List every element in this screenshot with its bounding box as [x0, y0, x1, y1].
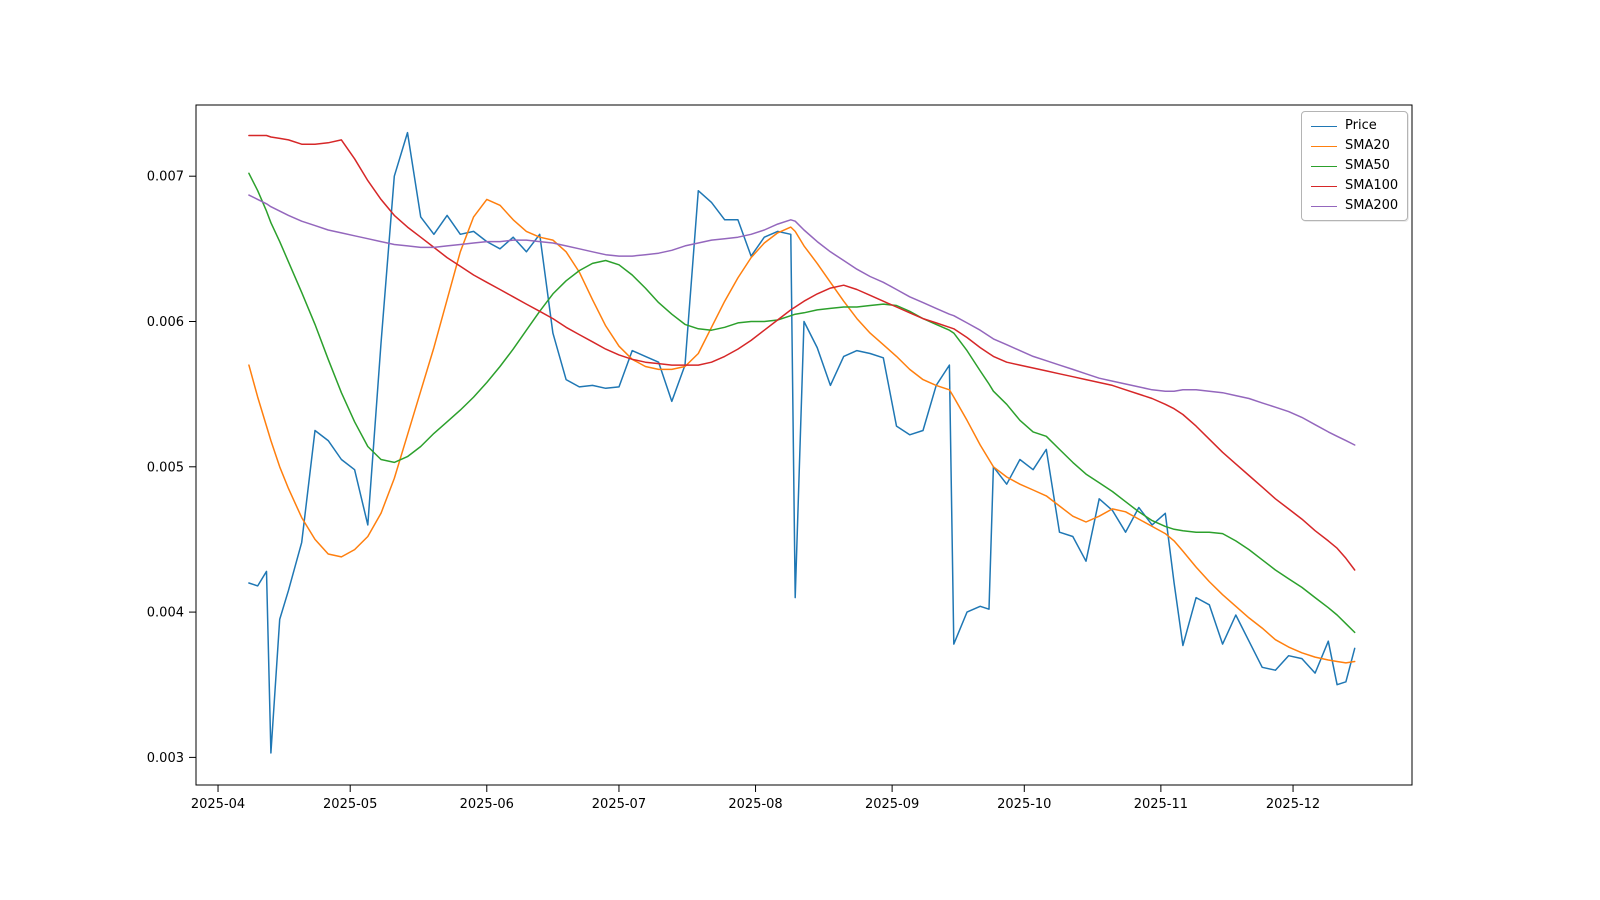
- legend-label-price: Price: [1345, 118, 1377, 133]
- legend-label-sma200: SMA200: [1345, 198, 1399, 213]
- series-line-sma50: [248, 172, 1356, 634]
- legend-entry-sma200: SMA200: [1311, 196, 1398, 216]
- y-tick-label: 0.006: [147, 315, 184, 330]
- x-tick-label: 2025-12: [1266, 797, 1320, 812]
- series-line-sma200: [248, 194, 1356, 446]
- axes-frame: [195, 104, 1413, 786]
- x-tick-label: 2025-07: [592, 797, 646, 812]
- x-tick-label: 2025-05: [323, 797, 377, 812]
- y-tick-label: 0.004: [147, 606, 184, 621]
- y-tick-label: 0.003: [147, 751, 184, 766]
- legend-entry-sma20: SMA20: [1311, 136, 1398, 156]
- legend-line-sample-sma100: [1311, 185, 1337, 187]
- x-tick-label: 2025-04: [191, 797, 245, 812]
- legend-label-sma50: SMA50: [1345, 158, 1390, 173]
- x-tick-label: 2025-08: [728, 797, 782, 812]
- legend-entry-price: Price: [1311, 116, 1398, 136]
- x-tick-label: 2025-09: [865, 797, 919, 812]
- legend-line-sample-sma20: [1311, 145, 1337, 147]
- legend-line-sample-sma200: [1311, 205, 1337, 207]
- series-line-sma100: [248, 134, 1356, 571]
- y-tick-label: 0.005: [147, 460, 184, 475]
- legend: Price SMA20 SMA50 SMA100 SMA200: [1301, 111, 1409, 221]
- legend-label-sma20: SMA20: [1345, 138, 1390, 153]
- x-tick-label: 2025-06: [460, 797, 514, 812]
- y-tick-label: 0.007: [147, 170, 184, 185]
- legend-label-sma100: SMA100: [1345, 178, 1399, 193]
- series-line-sma20: [248, 198, 1356, 664]
- series-line-price: [248, 131, 1356, 754]
- legend-entry-sma100: SMA100: [1311, 176, 1398, 196]
- x-tick-label: 2025-11: [1134, 797, 1188, 812]
- legend-entry-sma50: SMA50: [1311, 156, 1398, 176]
- legend-line-sample-sma50: [1311, 165, 1337, 167]
- legend-line-sample-price: [1311, 125, 1337, 127]
- x-tick-label: 2025-10: [997, 797, 1051, 812]
